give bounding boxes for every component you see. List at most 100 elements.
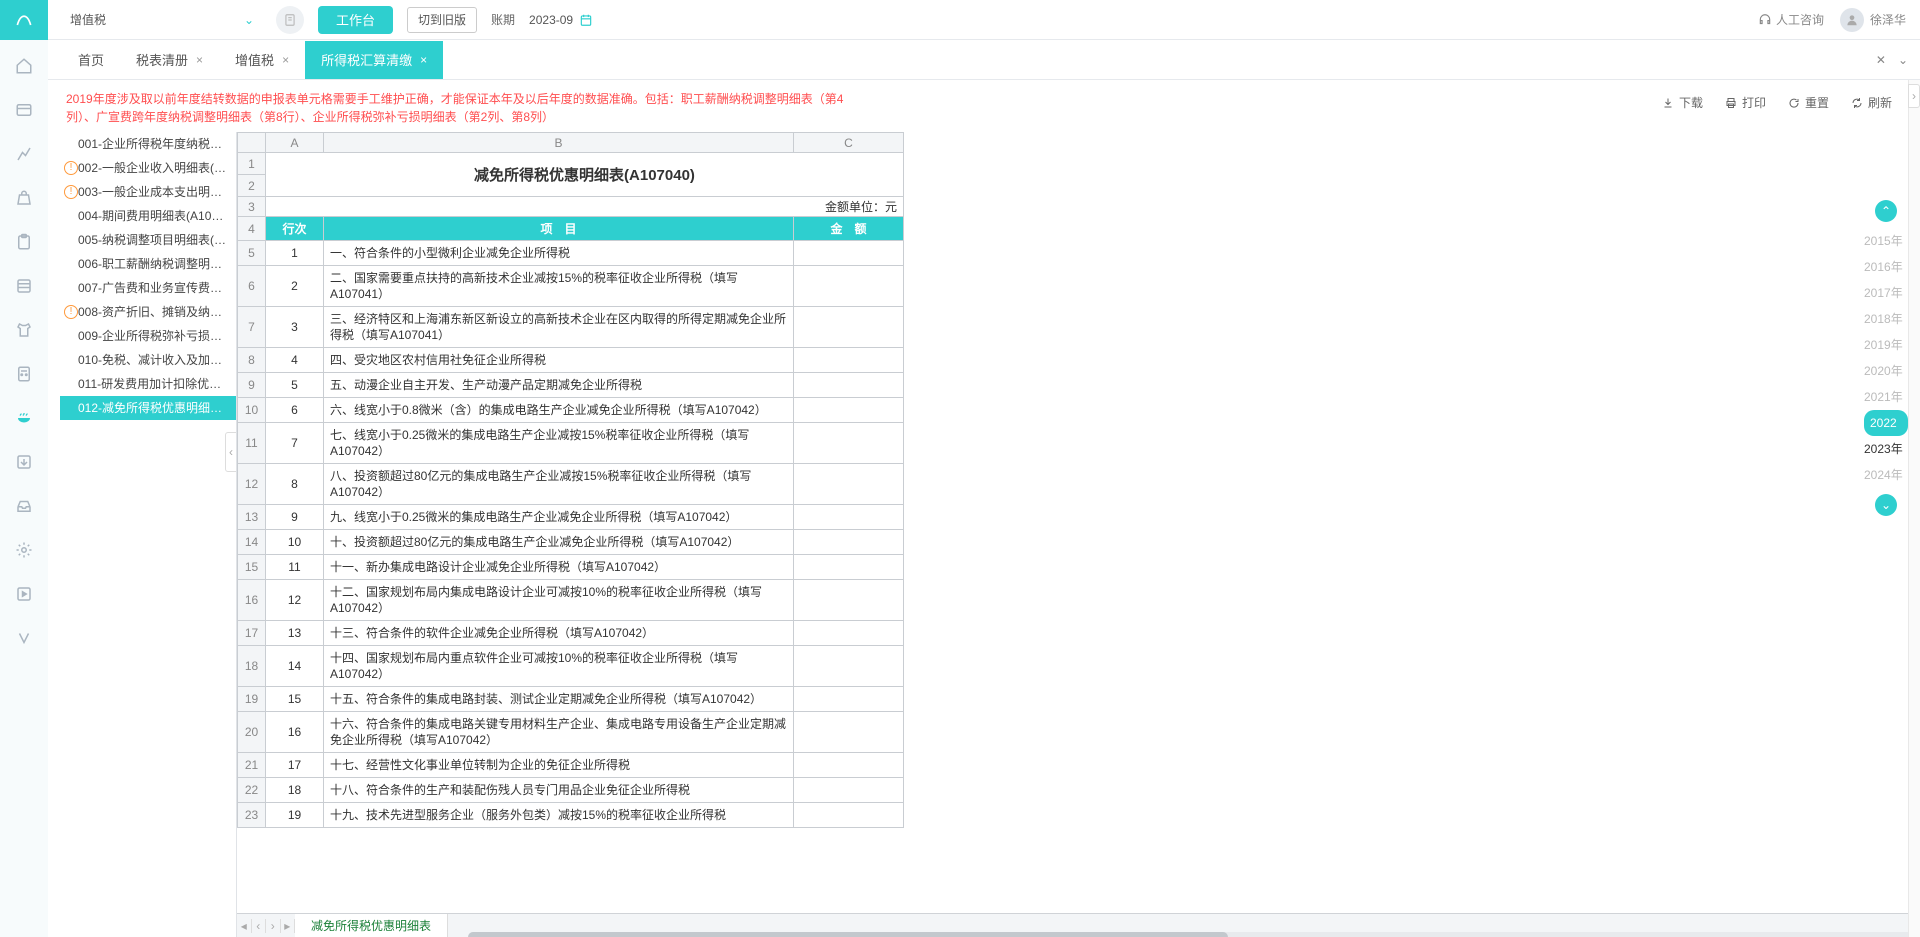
nav-card-icon[interactable]: [0, 92, 48, 128]
tree-item[interactable]: 004-期间费用明细表(A1040...: [60, 204, 236, 228]
nav-clipboard-icon[interactable]: [0, 224, 48, 260]
row-amount[interactable]: [794, 505, 904, 530]
row-seq[interactable]: 18: [266, 778, 324, 803]
row-amount[interactable]: [794, 555, 904, 580]
tab-close-all-icon[interactable]: ✕: [1876, 53, 1886, 67]
row-item[interactable]: 四、受灾地区农村信用社免征企业所得税: [324, 348, 794, 373]
row-item[interactable]: 三、经济特区和上海浦东新区新设立的高新技术企业在区内取得的所得定期减免企业所得税…: [324, 307, 794, 348]
nav-shirt-icon[interactable]: [0, 312, 48, 348]
tab-增值税[interactable]: 增值税×: [219, 41, 305, 79]
tree-item[interactable]: 003-一般企业成本支出明细...: [60, 180, 236, 204]
row-amount[interactable]: [794, 307, 904, 348]
row-item[interactable]: 五、动漫企业自主开发、生产动漫产品定期减免企业所得税: [324, 373, 794, 398]
row-seq[interactable]: 16: [266, 712, 324, 753]
row-seq[interactable]: 12: [266, 580, 324, 621]
tab-所得税汇算清缴[interactable]: 所得税汇算清缴×: [305, 41, 443, 79]
year-option[interactable]: 2022年: [1864, 410, 1908, 436]
doc-icon-button[interactable]: [276, 6, 304, 34]
row-amount[interactable]: [794, 753, 904, 778]
switch-old-button[interactable]: 切到旧版: [407, 7, 477, 33]
year-option[interactable]: 2019年: [1864, 332, 1908, 358]
row-seq[interactable]: 6: [266, 398, 324, 423]
row-item[interactable]: 八、投资额超过80亿元的集成电路生产企业减按15%税率征收企业所得税（填写A10…: [324, 464, 794, 505]
tab-close-icon[interactable]: ×: [282, 53, 289, 67]
year-option[interactable]: 2015年: [1864, 228, 1908, 254]
tree-item[interactable]: 010-免税、减计收入及加计...: [60, 348, 236, 372]
year-option[interactable]: 2018年: [1864, 306, 1908, 332]
row-amount[interactable]: [794, 621, 904, 646]
user-menu[interactable]: 徐泽华: [1840, 8, 1906, 32]
year-up-button[interactable]: ⌃: [1875, 200, 1897, 222]
row-seq[interactable]: 10: [266, 530, 324, 555]
year-down-button[interactable]: ⌄: [1875, 494, 1897, 516]
row-seq[interactable]: 17: [266, 753, 324, 778]
row-item[interactable]: 六、线宽小于0.8微米（含）的集成电路生产企业减免企业所得税（填写A107042…: [324, 398, 794, 423]
row-amount[interactable]: [794, 373, 904, 398]
row-seq[interactable]: 11: [266, 555, 324, 580]
tree-item[interactable]: 009-企业所得税弥补亏损明...: [60, 324, 236, 348]
row-amount[interactable]: [794, 241, 904, 266]
row-seq[interactable]: 15: [266, 687, 324, 712]
year-option[interactable]: 2020年: [1864, 358, 1908, 384]
tree-item[interactable]: 001-企业所得税年度纳税申...: [60, 132, 236, 156]
row-seq[interactable]: 4: [266, 348, 324, 373]
company-select[interactable]: 增值税 ⌄: [62, 6, 262, 34]
refresh-button[interactable]: 刷新: [1851, 94, 1892, 111]
col-header[interactable]: C: [794, 133, 904, 153]
row-item[interactable]: 十三、符合条件的软件企业减免企业所得税（填写A107042）: [324, 621, 794, 646]
row-item[interactable]: 十、投资额超过80亿元的集成电路生产企业减免企业所得税（填写A107042）: [324, 530, 794, 555]
tree-item[interactable]: 002-一般企业收入明细表(A1...: [60, 156, 236, 180]
col-header[interactable]: A: [266, 133, 324, 153]
tab-close-icon[interactable]: ×: [420, 53, 427, 67]
row-amount[interactable]: [794, 464, 904, 505]
row-amount[interactable]: [794, 266, 904, 307]
tab-close-icon[interactable]: ×: [196, 53, 203, 67]
nav-export-icon[interactable]: [0, 444, 48, 480]
nav-v-icon[interactable]: [0, 620, 48, 656]
nav-calc-icon[interactable]: [0, 356, 48, 392]
nav-gear-icon[interactable]: [0, 532, 48, 568]
reset-button[interactable]: 重置: [1788, 94, 1829, 111]
year-option[interactable]: 2016年: [1864, 254, 1908, 280]
row-amount[interactable]: [794, 348, 904, 373]
tree-item[interactable]: 012-减免所得税优惠明细表(...: [60, 396, 236, 420]
tree-item[interactable]: 006-职工薪酬纳税调整明细...: [60, 252, 236, 276]
row-seq[interactable]: 14: [266, 646, 324, 687]
nav-inbox-icon[interactable]: [0, 488, 48, 524]
nav-chart-icon[interactable]: [0, 136, 48, 172]
tree-collapse-handle[interactable]: ‹: [225, 432, 236, 472]
spreadsheet-area[interactable]: A B C 1减免所得税优惠明细表(A107040) 2 3金额单位：元 4 行…: [237, 132, 1920, 913]
row-seq[interactable]: 9: [266, 505, 324, 530]
row-item[interactable]: 二、国家需要重点扶持的高新技术企业减按15%的税率征收企业所得税（填写A1070…: [324, 266, 794, 307]
app-logo[interactable]: [0, 0, 48, 40]
row-item[interactable]: 十五、符合条件的集成电路封装、测试企业定期减免企业所得税（填写A107042）: [324, 687, 794, 712]
right-expand-handle[interactable]: ›: [1908, 84, 1920, 108]
sheet-tab[interactable]: 减免所得税优惠明细表: [295, 914, 448, 937]
row-item[interactable]: 十六、符合条件的集成电路关键专用材料生产企业、集成电路专用设备生产企业定期减免企…: [324, 712, 794, 753]
sheet-nav-prev[interactable]: ‹: [252, 919, 267, 933]
download-button[interactable]: 下载: [1662, 94, 1703, 111]
sheet-nav-last[interactable]: ▸: [281, 919, 296, 933]
col-header[interactable]: B: [324, 133, 794, 153]
row-item[interactable]: 十九、技术先进型服务企业（服务外包类）减按15%的税率征收企业所得税: [324, 803, 794, 828]
tree-item[interactable]: 007-广告费和业务宣传费跨...: [60, 276, 236, 300]
row-seq[interactable]: 1: [266, 241, 324, 266]
row-seq[interactable]: 3: [266, 307, 324, 348]
tree-item[interactable]: 005-纳税调整项目明细表(A1...: [60, 228, 236, 252]
row-amount[interactable]: [794, 530, 904, 555]
nav-stack-icon[interactable]: [0, 268, 48, 304]
row-amount[interactable]: [794, 646, 904, 687]
row-item[interactable]: 十一、新办集成电路设计企业减免企业所得税（填写A107042）: [324, 555, 794, 580]
row-seq[interactable]: 2: [266, 266, 324, 307]
period-value[interactable]: 2023-09: [529, 13, 593, 27]
year-option[interactable]: 2021年: [1864, 384, 1908, 410]
row-amount[interactable]: [794, 580, 904, 621]
row-item[interactable]: 十八、符合条件的生产和装配伤残人员专门用品企业免征企业所得税: [324, 778, 794, 803]
nav-bowl-icon[interactable]: [0, 400, 48, 436]
year-option[interactable]: 2023年: [1864, 436, 1908, 462]
tab-税表清册[interactable]: 税表清册×: [120, 41, 219, 79]
row-item[interactable]: 一、符合条件的小型微利企业减免企业所得税: [324, 241, 794, 266]
row-seq[interactable]: 13: [266, 621, 324, 646]
tab-more-icon[interactable]: ⌄: [1898, 53, 1908, 67]
row-seq[interactable]: 7: [266, 423, 324, 464]
